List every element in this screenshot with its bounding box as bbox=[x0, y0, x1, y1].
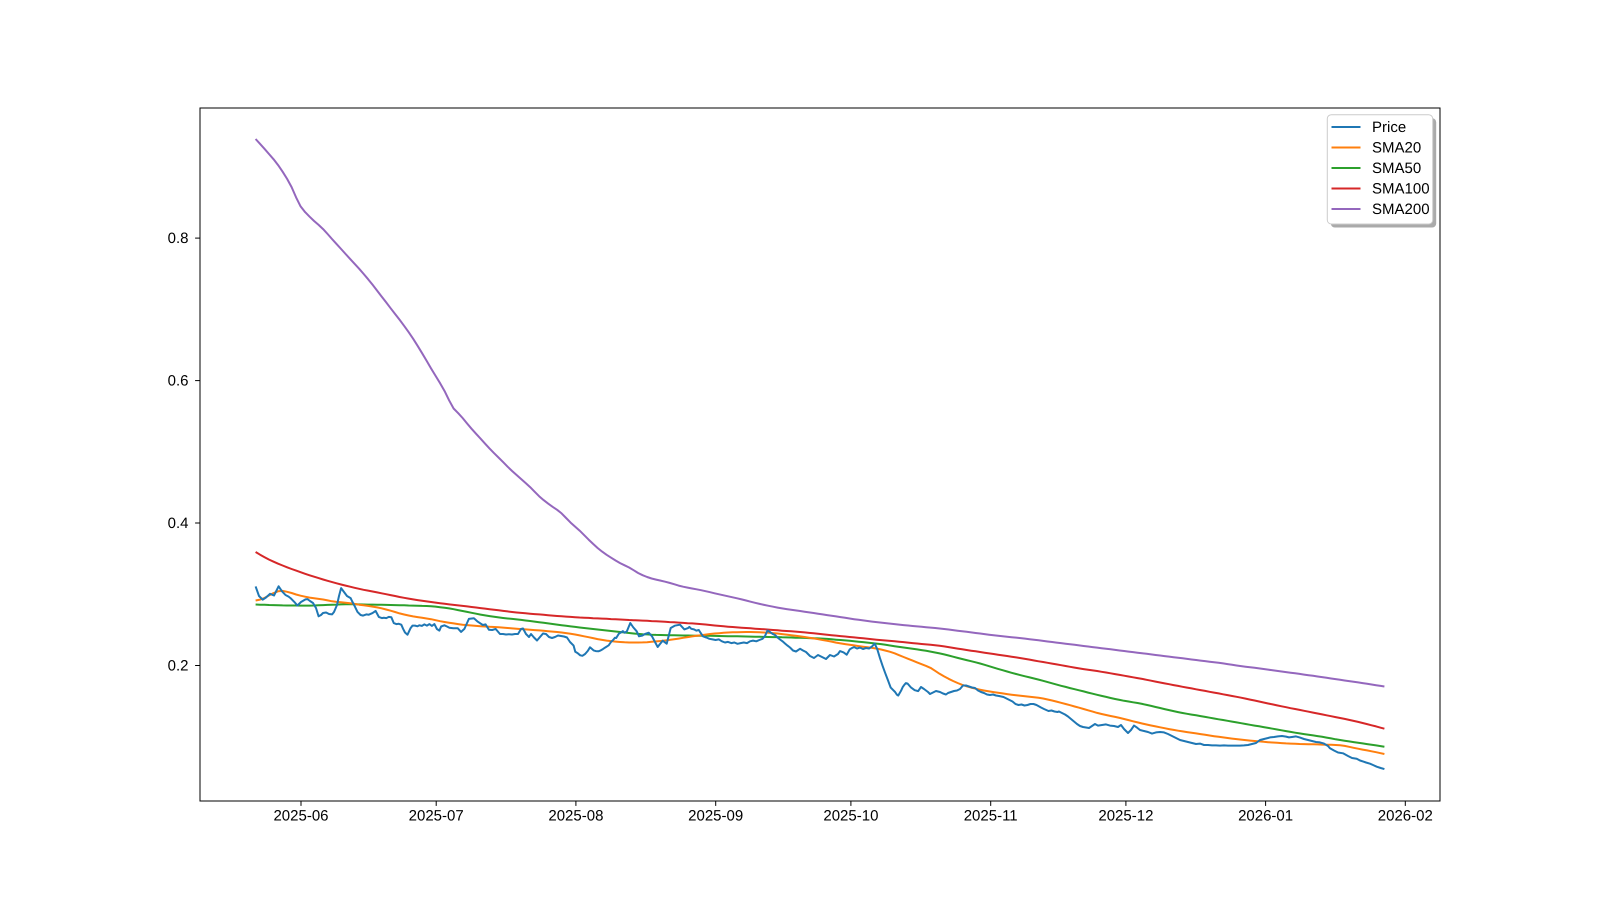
svg-text:SMA50: SMA50 bbox=[1372, 160, 1421, 177]
svg-text:2025-10: 2025-10 bbox=[823, 808, 878, 825]
svg-text:2025-12: 2025-12 bbox=[1098, 808, 1153, 825]
svg-text:0.2: 0.2 bbox=[168, 658, 189, 675]
svg-text:2025-09: 2025-09 bbox=[688, 808, 743, 825]
svg-text:2026-02: 2026-02 bbox=[1378, 808, 1433, 825]
svg-text:2026-01: 2026-01 bbox=[1238, 808, 1293, 825]
svg-text:2025-07: 2025-07 bbox=[409, 808, 464, 825]
svg-text:SMA100: SMA100 bbox=[1372, 181, 1430, 198]
svg-text:0.4: 0.4 bbox=[168, 515, 189, 532]
svg-text:SMA20: SMA20 bbox=[1372, 140, 1421, 157]
svg-text:2025-08: 2025-08 bbox=[548, 808, 603, 825]
svg-text:2025-06: 2025-06 bbox=[273, 808, 328, 825]
svg-text:0.8: 0.8 bbox=[168, 230, 189, 247]
svg-text:Price: Price bbox=[1372, 119, 1406, 136]
svg-text:2025-11: 2025-11 bbox=[964, 808, 1018, 825]
svg-text:SMA200: SMA200 bbox=[1372, 201, 1430, 218]
svg-text:0.6: 0.6 bbox=[168, 373, 189, 390]
